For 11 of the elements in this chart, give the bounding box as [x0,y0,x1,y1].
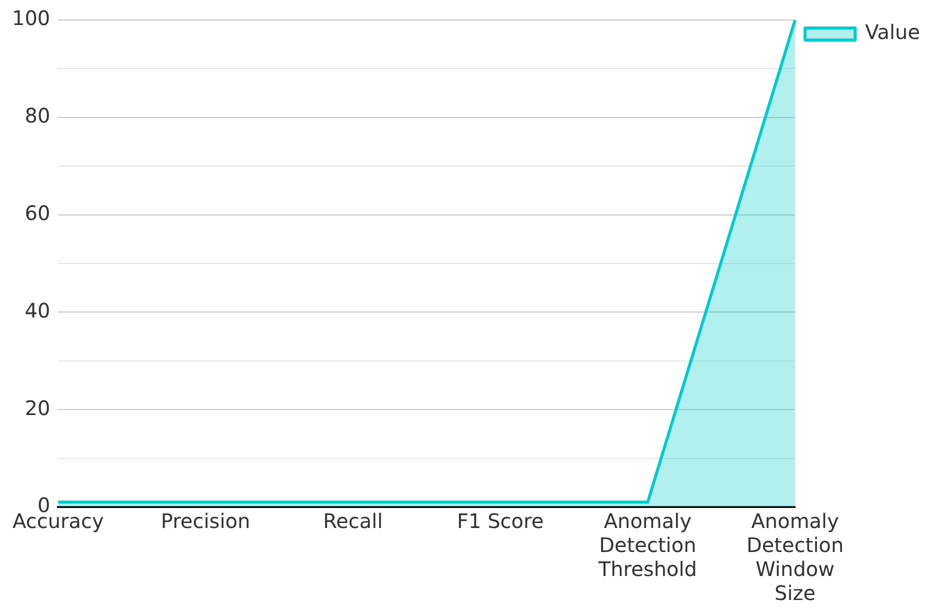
legend-label: Value [865,20,920,44]
y-tick-label: 20 [24,396,50,420]
y-tick-label: 60 [24,201,50,226]
x-tick-label: Anomaly Detection Threshold [597,509,697,582]
y-tick-label: 40 [24,298,50,322]
x-tick-label: Anomaly Detection Window Size [746,509,844,606]
y-tick-label: 100 [12,6,50,30]
x-tick-label: Recall [323,509,383,534]
y-tick-label: 80 [24,104,50,128]
x-tick-label: Precision [160,509,250,534]
x-tick-label: F1 Score [457,509,544,534]
